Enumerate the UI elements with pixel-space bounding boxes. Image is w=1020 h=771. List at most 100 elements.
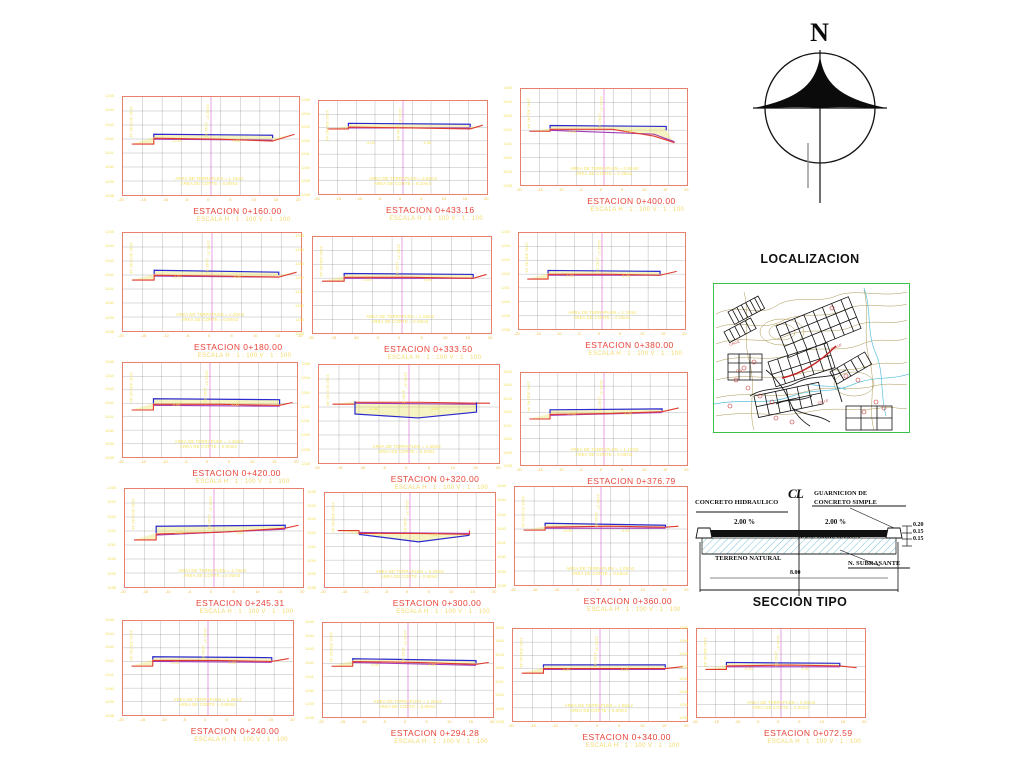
x-tick-label: 0 xyxy=(777,719,780,724)
x-tick-label: -10 xyxy=(353,335,359,340)
y-tick-label: 1241 xyxy=(105,150,114,156)
x-tick-label: -10 xyxy=(552,723,558,728)
y-tick-label: 1243 xyxy=(495,651,504,657)
area-corte-note: AREA DE CORTE = 0.00m2 xyxy=(181,317,239,322)
elevation-note: 1242.30 xyxy=(325,374,331,390)
y-tick-label: 1239 xyxy=(497,568,506,574)
station-label: ESTACION 0+340.00 xyxy=(582,732,671,742)
proyecto-line xyxy=(348,123,470,127)
x-tick-label: -5 xyxy=(184,197,189,202)
offset-note: 4.00 xyxy=(233,274,242,279)
x-tick-label: -20 xyxy=(516,187,522,192)
y-tick-label: 1238 xyxy=(307,585,316,590)
y-tick-label: 1238 xyxy=(501,327,510,332)
relleno-area xyxy=(131,134,295,145)
area-corte-note: AREA DE CORTE = 0.10m2 xyxy=(374,181,432,186)
y-tick-label: 1243 xyxy=(307,516,316,522)
y-tick-label: 1244 xyxy=(105,107,114,113)
area-corte-note: AREA DE CORTE = 0.00m2 xyxy=(752,705,810,710)
terreno-natural-line xyxy=(322,274,487,281)
y-tick-label: 1245 xyxy=(105,229,114,234)
thickness-label-2: 0.15 xyxy=(913,529,924,535)
scale-note: ESCALA H : 1 : 100 V : 1 : 100 xyxy=(196,217,291,223)
x-tick-label: -10 xyxy=(161,717,167,722)
elevation-note: 1242.44 xyxy=(128,644,134,661)
scale-note: ESCALA H : 1 : 100 V : 1 : 100 xyxy=(587,607,681,613)
elevation-note: 1242.44 xyxy=(129,386,135,403)
elevation-note: 1242.44 xyxy=(330,516,336,533)
cross-section-s8: 1245 1244 1243 1242 1241 1240 1239 1238 -20 -15 -1… xyxy=(301,361,570,504)
x-tick-label: 0 xyxy=(598,331,601,336)
elevation-note: 1242.30 xyxy=(702,637,708,653)
x-tick-label: 10 xyxy=(247,717,252,722)
offset-note: 4.00 xyxy=(235,530,244,535)
svg-text:COL.: COL. xyxy=(736,369,744,373)
station-label: ESTACION 0+320.00 xyxy=(390,474,480,484)
x-tick-label: 20 xyxy=(496,465,501,470)
x-tick-label: 0 xyxy=(399,196,402,201)
x-tick-label: -10 xyxy=(363,589,369,594)
terreno-natural-line xyxy=(333,402,491,404)
x-tick-label: -10 xyxy=(356,196,363,201)
elevation-note: 1242.30 xyxy=(324,109,330,126)
x-tick-label: 15 xyxy=(473,465,478,470)
area-corte-note: AREA DE CORTE = 0.00m2 xyxy=(180,181,238,186)
x-tick-label: 0 xyxy=(404,719,407,724)
area-corte-note: AREA DE CORTE = 0.90m2 xyxy=(380,573,438,579)
terreno-natural-line xyxy=(327,125,482,129)
base-hidraulica-label: BASE HIDRAULICA xyxy=(798,533,861,540)
x-tick-label: -5 xyxy=(184,459,188,464)
x-tick-label: 10 xyxy=(642,187,647,192)
y-tick-label: 1238 xyxy=(105,329,114,334)
cross-section-s3: 1245 1244 1243 1242 1241 1240 1239 1238 -20 -15 -1… xyxy=(503,85,758,226)
x-tick-label: 15 xyxy=(273,197,279,202)
elevation-note: 1242.37 xyxy=(403,372,409,388)
y-tick-label: 1245 xyxy=(495,625,504,630)
plot-area xyxy=(318,100,488,195)
terreno-natural-line xyxy=(524,526,679,530)
elevation-note: 1242.44 xyxy=(519,652,525,669)
y-tick-label: 1244 xyxy=(105,630,114,636)
offset-note: 4.00 xyxy=(621,667,629,673)
slope-left-label: 2.00 % xyxy=(734,518,755,526)
elevation-note: 1242.44 xyxy=(324,124,330,141)
y-tick-label: 1239 xyxy=(295,317,304,322)
svg-text:CALLE: CALLE xyxy=(729,339,741,347)
x-tick-label: -10 xyxy=(162,197,169,202)
scale-note: ESCALA H : 1 : 100 V : 1 : 100 xyxy=(197,353,292,359)
proyecto-line xyxy=(550,409,662,414)
elevation-note: 1242.51 xyxy=(203,122,209,138)
x-tick-label: -20 xyxy=(508,723,514,728)
offset-note: 4.00 xyxy=(430,532,439,538)
proyecto-line xyxy=(543,665,665,668)
x-tick-label: 20 xyxy=(684,467,689,472)
elevation-note: 1242.51 xyxy=(403,516,409,533)
x-tick-label: 20 xyxy=(296,197,301,202)
cross-section-s5: 1245 1244 1243 1242 1241 1240 1239 1238 -20 -15 -1… xyxy=(295,233,562,374)
x-tick-label: -15 xyxy=(535,331,541,336)
x-tick-label: -20 xyxy=(118,333,124,338)
relleno-area xyxy=(131,270,297,281)
elevation-note: 1242.51 xyxy=(597,396,603,413)
x-tick-label: 5 xyxy=(619,331,622,336)
relleno-area xyxy=(321,273,487,282)
y-tick-label: 1238 xyxy=(503,183,512,188)
rasante-line xyxy=(355,403,477,404)
scale-note: ESCALA H : 1 : 100 V : 1 : 100 xyxy=(387,355,482,361)
plot-area xyxy=(122,232,302,332)
y-tick-label: 1243 xyxy=(305,646,314,652)
x-tick-label: -10 xyxy=(558,467,564,472)
offset-note: -4.00 xyxy=(370,662,380,668)
area-terraplen-note: AREA DE TERRAPLEN = 1.05m2 xyxy=(564,703,634,709)
area-terraplen-note: AREA DE TERRAPLEN = 1.30m2 xyxy=(176,312,245,317)
station-label: ESTACION 0+420.00 xyxy=(192,468,281,478)
offset-note: -4.00 xyxy=(372,532,382,538)
y-tick-label: 1242 xyxy=(305,660,314,666)
y-tick-label: 1242 xyxy=(301,403,310,409)
y-tick-label: 1241 xyxy=(503,141,512,146)
x-tick-label: 5 xyxy=(618,723,621,728)
area-terraplen-note: AREA DE TERRAPLEN = 1.75m2 xyxy=(178,568,247,573)
station-label: ESTACION 0+180.00 xyxy=(194,342,283,352)
scale-note: ESCALA H : 1 : 100 V : 1 : 100 xyxy=(195,479,290,485)
x-tick-label: 5 xyxy=(798,719,801,724)
